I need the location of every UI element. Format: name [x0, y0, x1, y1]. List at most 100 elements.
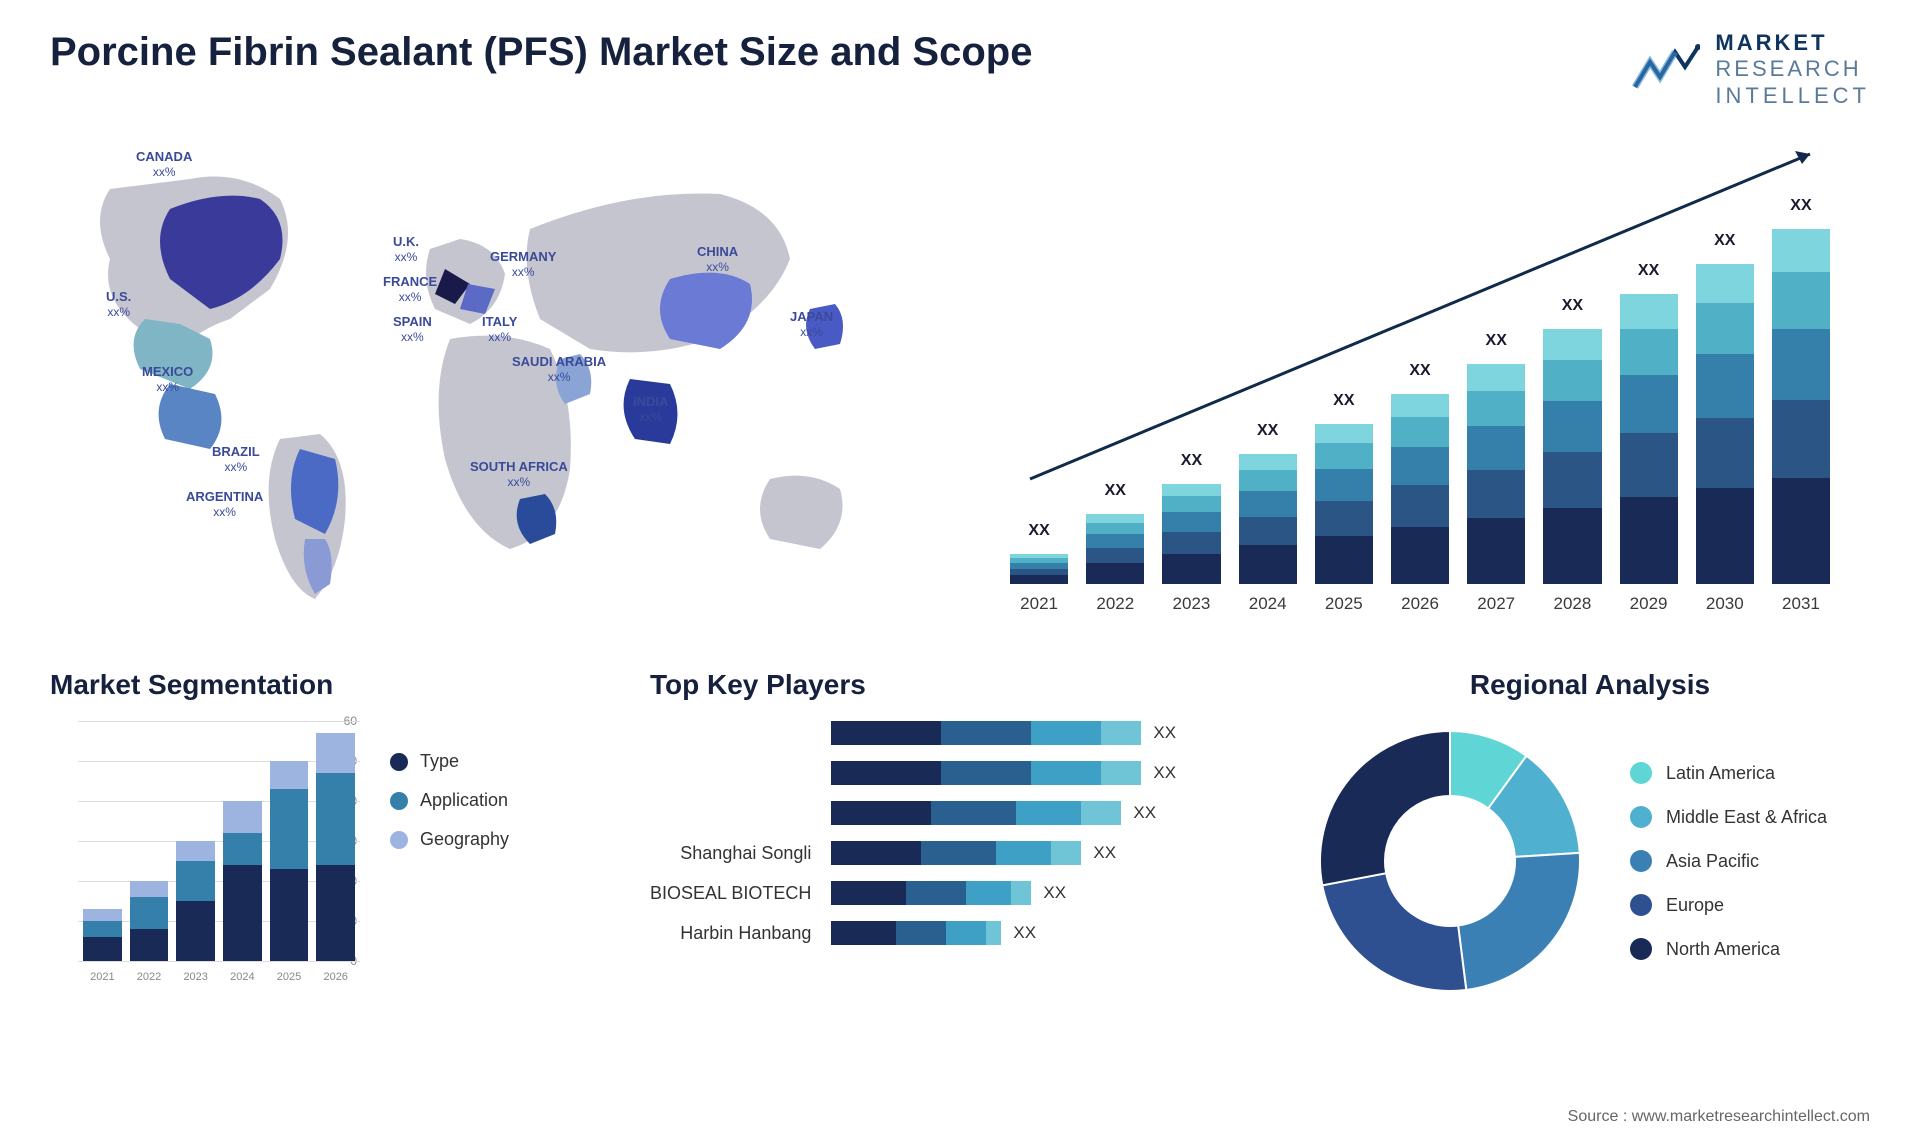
- key-players-labels: Shanghai SongliBIOSEAL BIOTECHHarbin Han…: [650, 721, 811, 949]
- forecast-bar-2028: XX2028: [1543, 204, 1601, 584]
- map-label-southafrica: SOUTH AFRICAxx%: [470, 459, 568, 489]
- forecast-bar-2029: XX2029: [1620, 204, 1678, 584]
- seg-bar-2022: 2022: [130, 721, 169, 961]
- ra-legend-latin-america: Latin America: [1630, 762, 1827, 784]
- seg-bar-2024: 2024: [223, 721, 262, 961]
- map-label-italy: ITALYxx%: [482, 314, 517, 344]
- tkp-row: XX: [831, 881, 1176, 905]
- forecast-year: 2028: [1553, 594, 1591, 614]
- tkp-value: XX: [1093, 843, 1116, 863]
- map-label-brazil: BRAZILxx%: [212, 444, 260, 474]
- tkp-label: Harbin Hanbang: [650, 921, 811, 945]
- forecast-year: 2024: [1249, 594, 1287, 614]
- forecast-value: XX: [1790, 197, 1811, 215]
- ra-legend-north-america: North America: [1630, 938, 1827, 960]
- map-label-argentina: ARGENTINAxx%: [186, 489, 263, 519]
- key-players-title: Top Key Players: [650, 669, 1250, 701]
- seg-bar-2021: 2021: [83, 721, 122, 961]
- forecast-bar-2026: XX2026: [1391, 204, 1449, 584]
- tkp-value: XX: [1013, 923, 1036, 943]
- map-label-uk: U.K.xx%: [393, 234, 419, 264]
- legend-dot-icon: [1630, 938, 1652, 960]
- forecast-year: 2029: [1630, 594, 1668, 614]
- forecast-value: XX: [1638, 262, 1659, 280]
- legend-label: Middle East & Africa: [1666, 807, 1827, 828]
- forecast-value: XX: [1028, 522, 1049, 540]
- forecast-value: XX: [1486, 332, 1507, 350]
- legend-dot-icon: [1630, 806, 1652, 828]
- seg-bar-2023: 2023: [176, 721, 215, 961]
- logo-text-3: INTELLECT: [1715, 83, 1870, 109]
- forecast-year: 2023: [1173, 594, 1211, 614]
- legend-dot-icon: [390, 831, 408, 849]
- tkp-row: XX: [831, 801, 1176, 825]
- forecast-year: 2022: [1096, 594, 1134, 614]
- key-players-panel: Top Key Players Shanghai SongliBIOSEAL B…: [650, 669, 1250, 1001]
- world-map: CANADAxx% U.S.xx% MEXICOxx% BRAZILxx% ARGENT…: [50, 139, 950, 619]
- seg-year: 2026: [316, 971, 355, 983]
- forecast-bar-2031: XX2031: [1772, 204, 1830, 584]
- legend-label: Type: [420, 751, 459, 772]
- logo-icon: [1630, 42, 1700, 97]
- map-label-us: U.S.xx%: [106, 289, 131, 319]
- regional-donut: [1310, 721, 1590, 1001]
- tkp-label: [650, 801, 811, 825]
- forecast-year: 2026: [1401, 594, 1439, 614]
- regional-panel: Regional Analysis Latin AmericaMiddle Ea…: [1310, 669, 1870, 1001]
- seg-year: 2023: [176, 971, 215, 983]
- seg-legend-type: Type: [390, 751, 509, 772]
- tkp-row: XX: [831, 721, 1176, 745]
- forecast-year: 2031: [1782, 594, 1820, 614]
- tkp-label: [650, 721, 811, 745]
- segmentation-chart: 0102030405060202120222023202420252026: [50, 721, 360, 991]
- forecast-chart: XX2021XX2022XX2023XX2024XX2025XX2026XX20…: [990, 139, 1850, 619]
- forecast-bar-2027: XX2027: [1467, 204, 1525, 584]
- tkp-row: XX: [831, 761, 1176, 785]
- forecast-value: XX: [1333, 392, 1354, 410]
- forecast-value: XX: [1409, 362, 1430, 380]
- legend-label: Geography: [420, 829, 509, 850]
- legend-dot-icon: [1630, 762, 1652, 784]
- seg-legend-application: Application: [390, 790, 509, 811]
- forecast-year: 2021: [1020, 594, 1058, 614]
- legend-dot-icon: [1630, 850, 1652, 872]
- map-label-mexico: MEXICOxx%: [142, 364, 193, 394]
- tkp-value: XX: [1153, 763, 1176, 783]
- map-label-canada: CANADAxx%: [136, 149, 192, 179]
- legend-dot-icon: [1630, 894, 1652, 916]
- tkp-row: XX: [831, 841, 1176, 865]
- seg-year: 2021: [83, 971, 122, 983]
- logo-text-2: RESEARCH: [1715, 56, 1870, 82]
- ra-legend-europe: Europe: [1630, 894, 1827, 916]
- forecast-value: XX: [1181, 452, 1202, 470]
- legend-label: Latin America: [1666, 763, 1775, 784]
- source-attribution: Source : www.marketresearchintellect.com: [1568, 1108, 1870, 1126]
- seg-year: 2025: [270, 971, 309, 983]
- forecast-bar-2025: XX2025: [1315, 204, 1373, 584]
- map-label-japan: JAPANxx%: [790, 309, 833, 339]
- forecast-bar-2021: XX2021: [1010, 204, 1068, 584]
- legend-label: North America: [1666, 939, 1780, 960]
- forecast-value: XX: [1714, 232, 1735, 250]
- regional-legend: Latin America Middle East & Africa Asia Pa…: [1630, 762, 1827, 960]
- map-label-saudiarabia: SAUDI ARABIAxx%: [512, 354, 606, 384]
- map-label-spain: SPAINxx%: [393, 314, 432, 344]
- tkp-label: Shanghai Songli: [650, 841, 811, 865]
- map-label-france: FRANCExx%: [383, 274, 437, 304]
- key-players-bars: XX XX XX XX XX XX: [831, 721, 1176, 949]
- seg-bar-2026: 2026: [316, 721, 355, 961]
- seg-year: 2022: [130, 971, 169, 983]
- brand-logo: MARKET RESEARCH INTELLECT: [1630, 30, 1870, 109]
- tkp-row: XX: [831, 921, 1176, 945]
- segmentation-panel: Market Segmentation 01020304050602021202…: [50, 669, 590, 1001]
- tkp-value: XX: [1153, 723, 1176, 743]
- tkp-value: XX: [1043, 883, 1066, 903]
- forecast-bar-2024: XX2024: [1239, 204, 1297, 584]
- tkp-label: [650, 761, 811, 785]
- forecast-bar-2022: XX2022: [1086, 204, 1144, 584]
- segmentation-title: Market Segmentation: [50, 669, 590, 701]
- forecast-value: XX: [1105, 482, 1126, 500]
- legend-label: Asia Pacific: [1666, 851, 1759, 872]
- forecast-year: 2027: [1477, 594, 1515, 614]
- tkp-value: XX: [1133, 803, 1156, 823]
